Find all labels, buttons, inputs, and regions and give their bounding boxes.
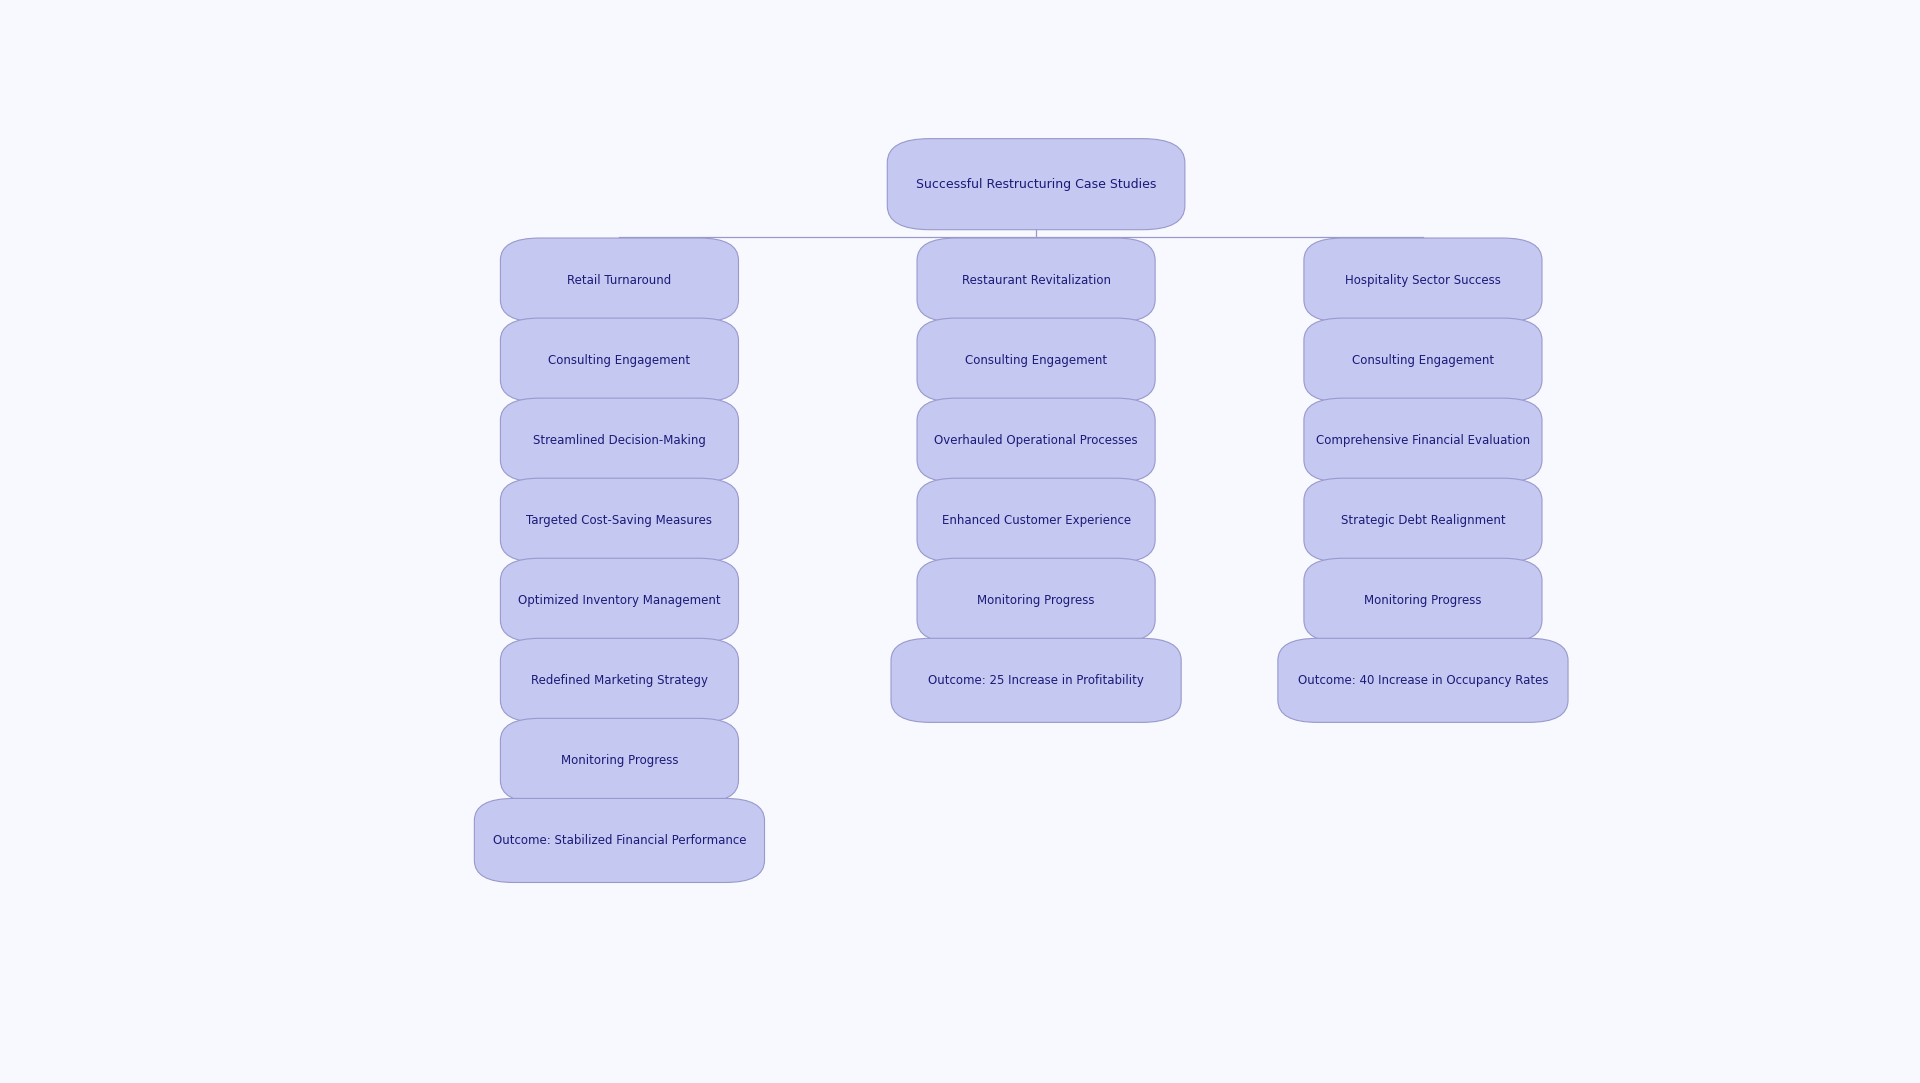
Text: Consulting Engagement: Consulting Engagement [549, 354, 691, 367]
FancyBboxPatch shape [1304, 479, 1542, 562]
FancyBboxPatch shape [918, 238, 1156, 322]
FancyBboxPatch shape [501, 238, 739, 322]
FancyBboxPatch shape [1279, 638, 1569, 722]
Text: Monitoring Progress: Monitoring Progress [561, 754, 678, 767]
FancyBboxPatch shape [474, 798, 764, 883]
FancyBboxPatch shape [1304, 318, 1542, 402]
FancyBboxPatch shape [1304, 558, 1542, 642]
Text: Outcome: 40 Increase in Occupancy Rates: Outcome: 40 Increase in Occupancy Rates [1298, 674, 1548, 687]
FancyBboxPatch shape [891, 638, 1181, 722]
Text: Monitoring Progress: Monitoring Progress [977, 593, 1094, 606]
Text: Enhanced Customer Experience: Enhanced Customer Experience [941, 513, 1131, 526]
FancyBboxPatch shape [918, 399, 1156, 482]
Text: Optimized Inventory Management: Optimized Inventory Management [518, 593, 720, 606]
FancyBboxPatch shape [887, 139, 1185, 230]
FancyBboxPatch shape [501, 479, 739, 562]
Text: Hospitality Sector Success: Hospitality Sector Success [1346, 274, 1501, 287]
FancyBboxPatch shape [1304, 238, 1542, 322]
FancyBboxPatch shape [501, 558, 739, 642]
FancyBboxPatch shape [1304, 399, 1542, 482]
FancyBboxPatch shape [501, 399, 739, 482]
FancyBboxPatch shape [501, 318, 739, 402]
Text: Restaurant Revitalization: Restaurant Revitalization [962, 274, 1110, 287]
FancyBboxPatch shape [918, 318, 1156, 402]
FancyBboxPatch shape [918, 558, 1156, 642]
Text: Consulting Engagement: Consulting Engagement [1352, 354, 1494, 367]
Text: Outcome: 25 Increase in Profitability: Outcome: 25 Increase in Profitability [927, 674, 1144, 687]
Text: Monitoring Progress: Monitoring Progress [1365, 593, 1482, 606]
Text: Successful Restructuring Case Studies: Successful Restructuring Case Studies [916, 178, 1156, 191]
Text: Strategic Debt Realignment: Strategic Debt Realignment [1340, 513, 1505, 526]
FancyBboxPatch shape [501, 638, 739, 722]
Text: Comprehensive Financial Evaluation: Comprehensive Financial Evaluation [1315, 433, 1530, 446]
Text: Overhauled Operational Processes: Overhauled Operational Processes [935, 433, 1139, 446]
Text: Outcome: Stabilized Financial Performance: Outcome: Stabilized Financial Performanc… [493, 834, 747, 847]
Text: Redefined Marketing Strategy: Redefined Marketing Strategy [532, 674, 708, 687]
Text: Consulting Engagement: Consulting Engagement [966, 354, 1108, 367]
FancyBboxPatch shape [501, 718, 739, 803]
FancyBboxPatch shape [918, 479, 1156, 562]
Text: Targeted Cost-Saving Measures: Targeted Cost-Saving Measures [526, 513, 712, 526]
Text: Retail Turnaround: Retail Turnaround [566, 274, 672, 287]
Text: Streamlined Decision-Making: Streamlined Decision-Making [534, 433, 707, 446]
